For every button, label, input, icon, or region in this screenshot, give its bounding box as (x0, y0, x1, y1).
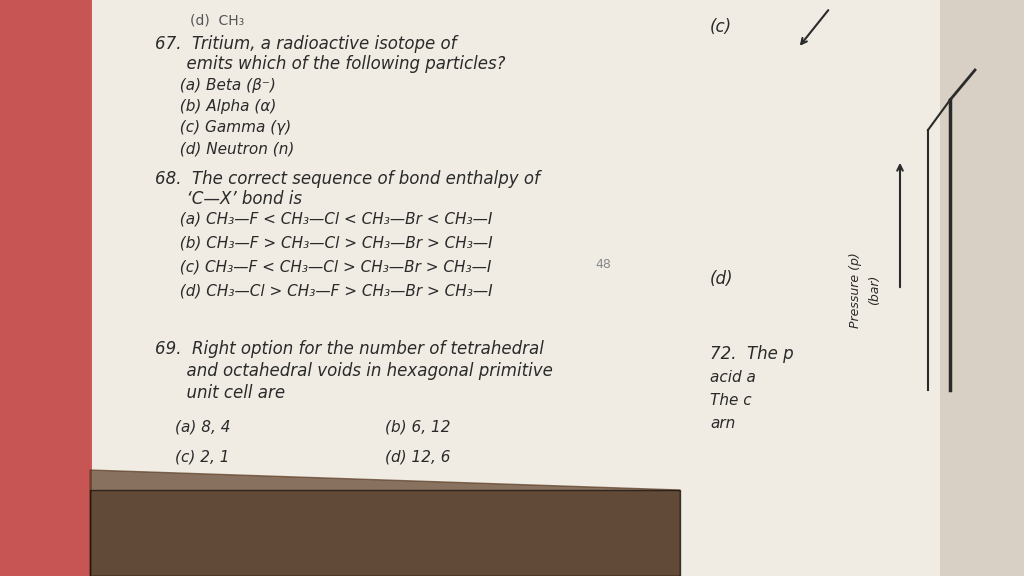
FancyBboxPatch shape (90, 0, 940, 576)
Text: (d) CH₃—Cl > CH₃—F > CH₃—Br > CH₃—I: (d) CH₃—Cl > CH₃—F > CH₃—Br > CH₃—I (170, 284, 493, 299)
Text: (c) Gamma (γ): (c) Gamma (γ) (170, 120, 291, 135)
Text: 69.  Right option for the number of tetrahedral: 69. Right option for the number of tetra… (155, 340, 544, 358)
Text: 48: 48 (595, 258, 611, 271)
Text: (d)  CH₃: (d) CH₃ (190, 14, 245, 28)
Text: unit cell are: unit cell are (155, 384, 285, 402)
Text: arn: arn (710, 416, 735, 431)
FancyBboxPatch shape (90, 490, 680, 576)
FancyBboxPatch shape (0, 0, 92, 576)
Text: The c: The c (710, 393, 752, 408)
Text: 72.  The p: 72. The p (710, 345, 794, 363)
Text: (d) Neutron (n): (d) Neutron (n) (170, 141, 294, 156)
Text: (a) Beta (β⁻): (a) Beta (β⁻) (170, 78, 275, 93)
Polygon shape (90, 470, 680, 576)
Text: (d): (d) (710, 270, 733, 288)
Text: (c) CH₃—F < CH₃—Cl > CH₃—Br > CH₃—I: (c) CH₃—F < CH₃—Cl > CH₃—Br > CH₃—I (170, 260, 492, 275)
Text: (bar): (bar) (868, 275, 882, 305)
Text: (a) 8, 4: (a) 8, 4 (175, 420, 230, 435)
Text: (c): (c) (710, 18, 732, 36)
Text: (c) 2, 1: (c) 2, 1 (175, 450, 229, 465)
Text: (b) CH₃—F > CH₃—Cl > CH₃—Br > CH₃—I: (b) CH₃—F > CH₃—Cl > CH₃—Br > CH₃—I (170, 236, 493, 251)
Text: 68.  The correct sequence of bond enthalpy of: 68. The correct sequence of bond enthalp… (155, 170, 540, 188)
Text: acid a: acid a (710, 370, 756, 385)
Text: (b) Alpha (α): (b) Alpha (α) (170, 99, 276, 114)
Text: 67.  Tritium, a radioactive isotope of: 67. Tritium, a radioactive isotope of (155, 35, 457, 53)
Text: emits which of the following particles?: emits which of the following particles? (155, 55, 506, 73)
Text: (b) 6, 12: (b) 6, 12 (385, 420, 451, 435)
Text: (d) 12, 6: (d) 12, 6 (385, 450, 451, 465)
Text: ‘C—X’ bond is: ‘C—X’ bond is (155, 190, 302, 208)
Text: and octahedral voids in hexagonal primitive: and octahedral voids in hexagonal primit… (155, 362, 553, 380)
Text: Pressure (p): Pressure (p) (849, 252, 861, 328)
Text: (a) CH₃—F < CH₃—Cl < CH₃—Br < CH₃—I: (a) CH₃—F < CH₃—Cl < CH₃—Br < CH₃—I (170, 212, 493, 227)
